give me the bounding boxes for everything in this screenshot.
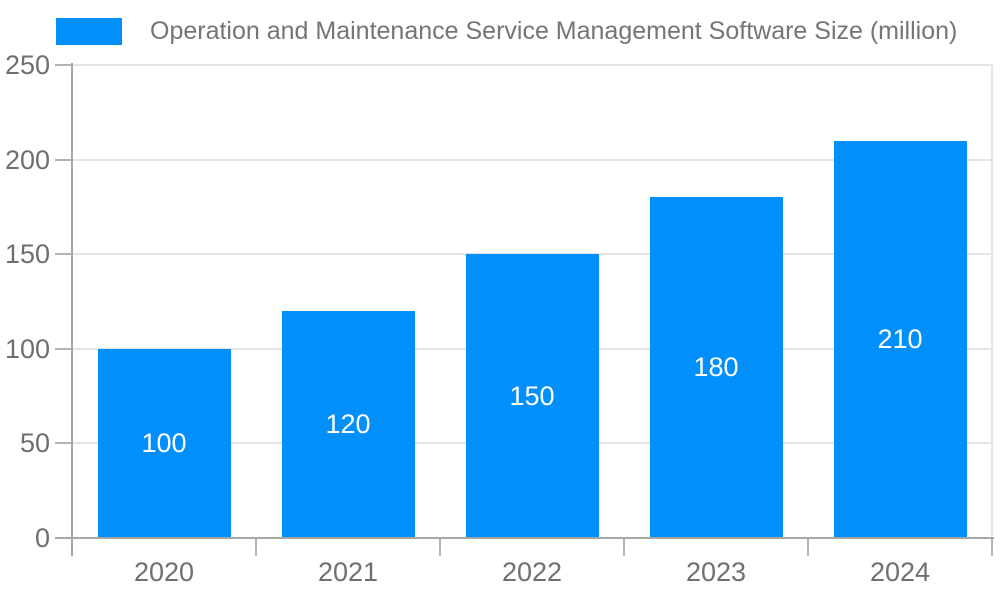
y-axis-tick	[55, 64, 72, 66]
bar-2023[interactable]: 180	[649, 197, 783, 538]
bar-2021[interactable]: 120	[281, 310, 415, 538]
x-axis-tick	[623, 538, 625, 556]
plot-right-border	[991, 65, 993, 538]
bar-value-label: 210	[877, 323, 923, 354]
bar-value-label: 150	[509, 380, 555, 411]
x-axis-tick-label: 2020	[133, 557, 195, 587]
y-axis-tick	[55, 442, 72, 445]
gridline	[72, 64, 992, 66]
legend[interactable]: Operation and Maintenance Service Manage…	[56, 14, 957, 48]
x-axis-tick	[255, 538, 257, 556]
y-axis-tick-label: 100	[4, 333, 50, 364]
bar-value-label: 120	[325, 408, 371, 439]
y-axis-tick	[55, 347, 72, 350]
x-axis-tick-label: 2022	[501, 557, 563, 587]
x-axis-tick	[439, 538, 441, 556]
y-axis-tick	[55, 253, 72, 256]
y-axis-tick-label: 50	[19, 428, 50, 459]
x-axis-tick-label: 2023	[685, 557, 747, 587]
y-axis-tick-label: 200	[4, 144, 50, 175]
bar-2020[interactable]: 100	[97, 348, 231, 538]
x-axis-line	[55, 537, 994, 539]
y-axis-tick-label: 0	[34, 523, 50, 553]
bar-value-label: 180	[693, 352, 739, 383]
x-axis-tick	[807, 538, 809, 556]
legend-label: Operation and Maintenance Service Manage…	[150, 16, 958, 45]
y-axis-line	[71, 63, 73, 556]
y-axis-tick	[55, 158, 72, 161]
y-axis-tick-label: 250	[4, 50, 50, 80]
bar-value-label: 100	[141, 427, 187, 458]
x-axis-tick	[991, 538, 993, 556]
y-axis-tick-label: 150	[4, 239, 50, 270]
bar-2022[interactable]: 150	[465, 254, 599, 538]
x-axis-tick-label: 2021	[317, 557, 379, 587]
x-axis-tick-label: 2024	[869, 557, 931, 587]
legend-swatch	[56, 17, 122, 45]
bar-2024[interactable]: 210	[833, 140, 967, 538]
gridline	[72, 158, 992, 161]
